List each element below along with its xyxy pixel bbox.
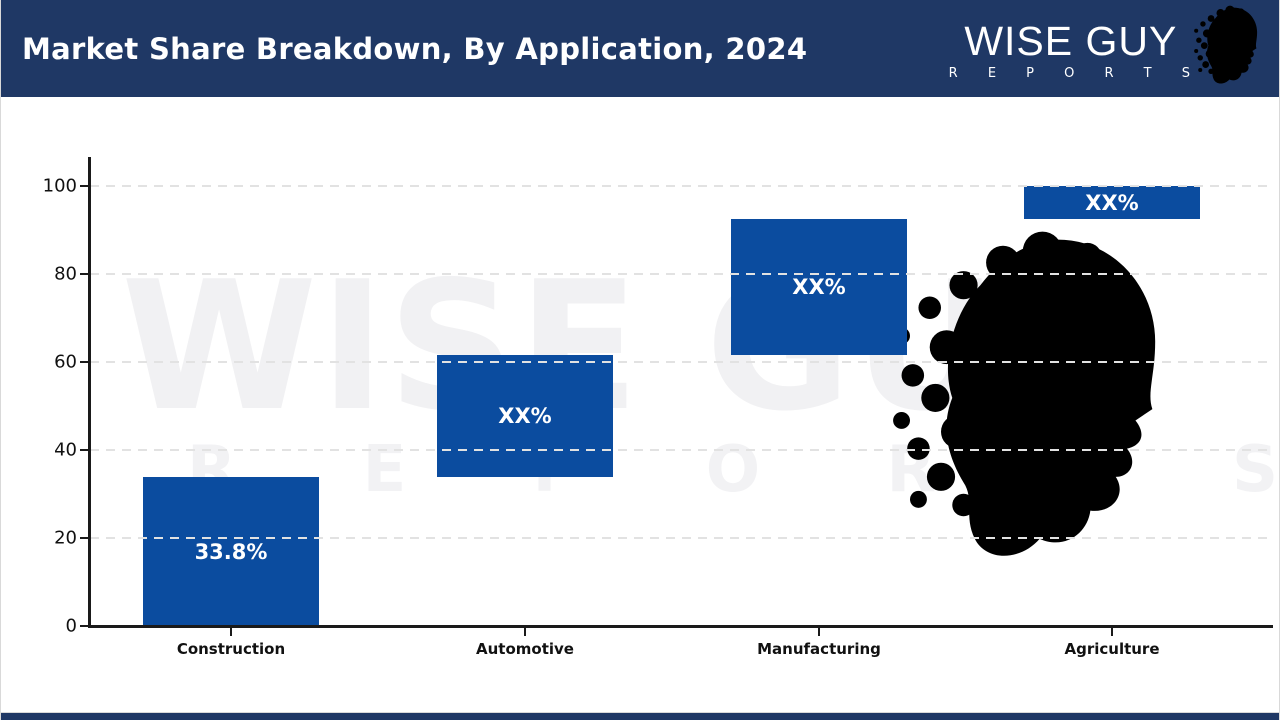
x-axis-tick: [524, 628, 526, 636]
y-axis-tick: [80, 625, 89, 627]
page-title: Market Share Breakdown, By Application, …: [22, 31, 808, 66]
y-tick-label: 80: [54, 263, 77, 285]
wise-guy-logo: WISE GUY R E P O R T S: [939, 4, 1267, 94]
bar-value-label: XX%: [498, 404, 552, 429]
bar-construction: 33.8%: [143, 477, 319, 626]
y-axis-tick: [80, 185, 89, 187]
y-tick-label: 100: [42, 175, 77, 197]
y-tick-label: 20: [54, 527, 77, 549]
bar-value-label: XX%: [792, 275, 846, 300]
bar-manufacturing: XX%: [731, 219, 907, 356]
logo-wordmark: WISE GUY: [964, 17, 1178, 64]
bar-agriculture: XX%: [1024, 186, 1200, 219]
logo-subtext: R E P O R T S: [948, 65, 1203, 81]
bar-value-label: 33.8%: [194, 539, 268, 564]
y-axis-tick: [80, 273, 89, 275]
y-axis-tick: [80, 361, 89, 363]
y-tick-label: 40: [54, 439, 77, 461]
x-tick-label: Automotive: [476, 640, 574, 658]
y-axis-tick: [80, 449, 89, 451]
gridline-40: [90, 449, 1272, 451]
footer-bar: [1, 713, 1279, 720]
x-axis-tick: [818, 628, 820, 636]
x-tick-label: Manufacturing: [757, 640, 881, 658]
gridline-20: [90, 537, 1272, 539]
x-tick-label: Agriculture: [1064, 640, 1160, 658]
bar-automotive: XX%: [437, 355, 613, 478]
y-axis-tick: [80, 537, 89, 539]
x-axis-line: [88, 625, 1273, 628]
footer-divider: [1, 712, 1279, 713]
y-tick-label: 0: [65, 615, 77, 637]
y-tick-label: 60: [54, 351, 77, 373]
x-axis-tick: [1111, 628, 1113, 636]
bar-value-label: XX%: [1085, 190, 1139, 215]
gridline-60: [90, 361, 1272, 363]
y-axis-line: [88, 157, 91, 628]
header-bar: Market Share Breakdown, By Application, …: [1, 0, 1279, 97]
watermark-head-icon: [879, 222, 1189, 602]
x-tick-label: Construction: [176, 640, 286, 658]
gridline-100: [90, 185, 1272, 187]
gridline-80: [90, 273, 1272, 275]
x-axis-tick: [230, 628, 232, 636]
logo-text: WISE GUY R E P O R T S: [939, 18, 1203, 81]
